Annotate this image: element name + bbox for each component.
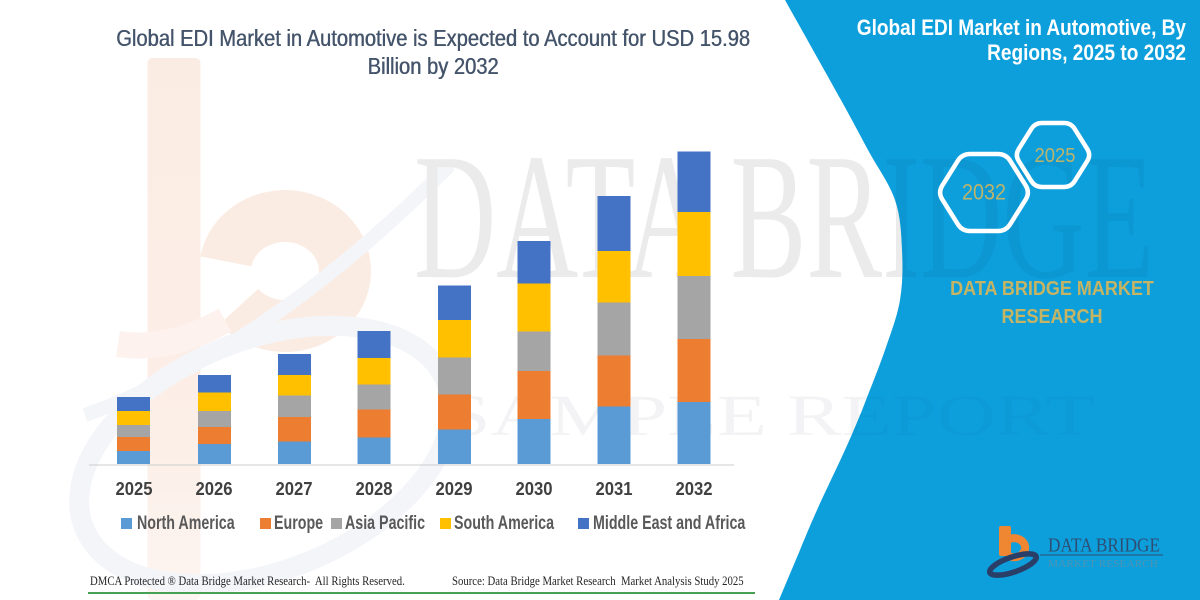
svg-text:DATA BRIDGE: DATA BRIDGE xyxy=(414,117,1154,316)
svg-text:MARKET RESEARCH: MARKET RESEARCH xyxy=(1048,559,1158,570)
svg-text:DATA BRIDGE: DATA BRIDGE xyxy=(1048,536,1160,557)
svg-text:2032: 2032 xyxy=(962,180,1006,205)
svg-text:2025: 2025 xyxy=(1035,145,1076,167)
